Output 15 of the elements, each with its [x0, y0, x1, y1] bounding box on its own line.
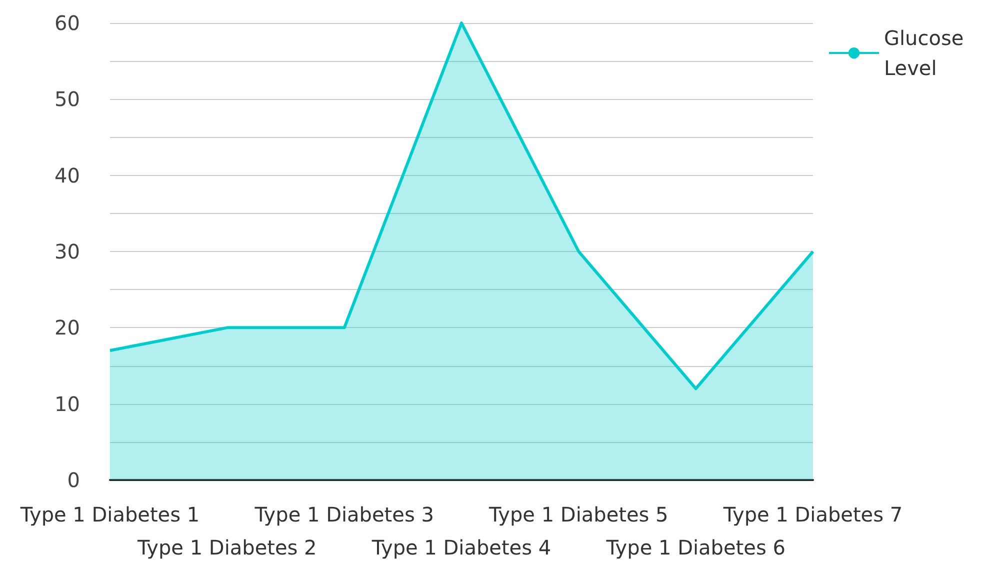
y-tick-label: 20: [54, 316, 80, 340]
x-tick-label: Type 1 Diabetes 1: [19, 502, 200, 526]
y-tick-label: 30: [54, 240, 80, 264]
y-tick-label: 10: [54, 392, 80, 416]
y-tick-label: 40: [54, 163, 80, 188]
x-tick-label: Type 1 Diabetes 3: [254, 502, 434, 526]
x-tick-label: Type 1 Diabetes 4: [370, 536, 552, 560]
y-tick-label: 60: [54, 11, 80, 35]
x-tick-label: Type 1 Diabetes 5: [488, 502, 668, 526]
legend-label: Glucose Level: [884, 26, 970, 80]
y-tick-label: 50: [54, 87, 80, 112]
x-tick-label: Type 1 Diabetes 6: [605, 536, 786, 560]
x-tick-label: Type 1 Diabetes 2: [136, 536, 317, 560]
x-tick-label: Type 1 Diabetes 7: [722, 502, 903, 526]
y-tick-label: 0: [67, 468, 80, 492]
